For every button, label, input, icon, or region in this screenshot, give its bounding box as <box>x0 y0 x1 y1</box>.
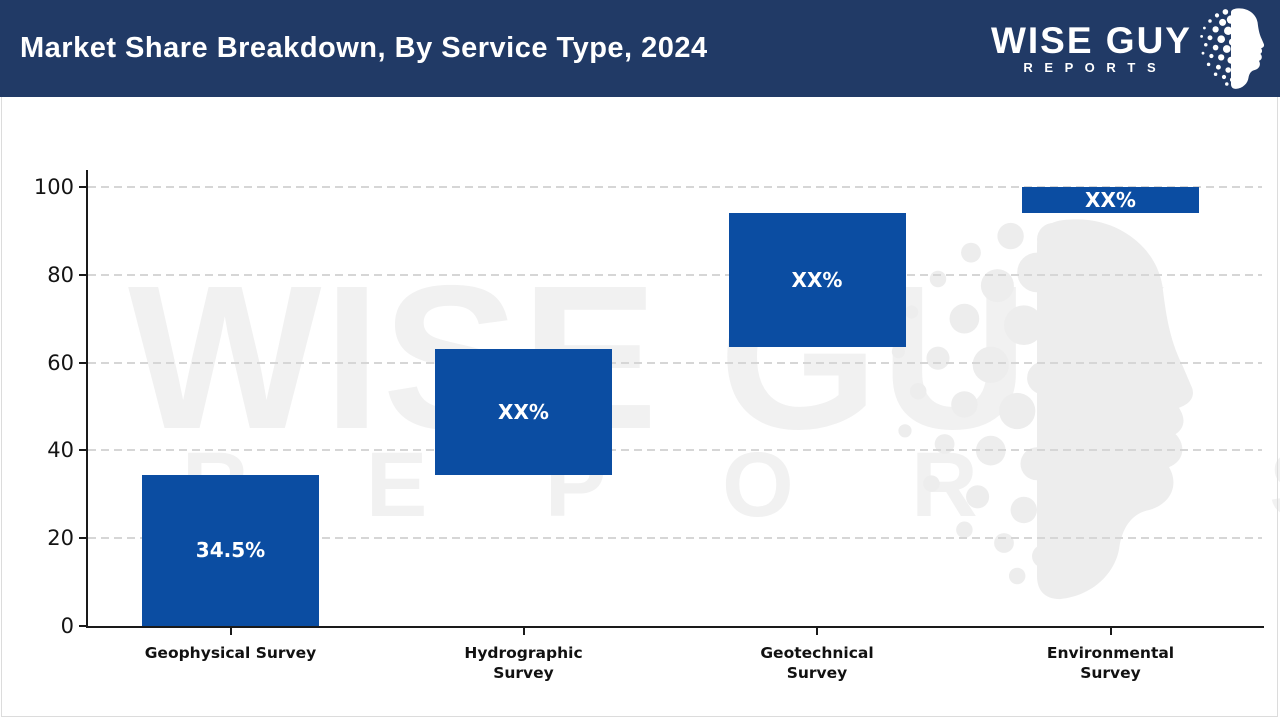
category-label-geophysical-survey: Geophysical Survey <box>144 644 317 662</box>
wiseguy-logo: WISE GUY R E P O R T S <box>991 7 1266 90</box>
watermark: WISE GUY R E P O R T S <box>0 97 1280 720</box>
y-tick-mark <box>79 186 86 188</box>
page-title: Market Share Breakdown, By Service Type,… <box>20 32 708 64</box>
bar-value-label: XX% <box>1085 188 1136 213</box>
logo-wordmark: WISE GUY <box>990 19 1192 61</box>
bar-value-label: 34.5% <box>195 538 266 563</box>
x-tick-mark <box>1109 628 1112 635</box>
y-tick-label: 20 <box>47 526 74 551</box>
bar-value-label: XX% <box>791 268 843 293</box>
x-tick-mark <box>522 628 525 635</box>
wiseguy-logo-text: WISE GUY R E P O R T S <box>990 19 1192 76</box>
y-tick-mark <box>79 625 86 627</box>
y-tick-mark <box>79 449 86 452</box>
x-tick-mark <box>229 628 232 635</box>
y-tick-mark <box>79 537 86 540</box>
chart-canvas: WISE GUY R E P O R T S 0 20 40 60 80 100 34.5%… <box>0 97 1280 720</box>
wiseguy-face-icon <box>1196 7 1266 90</box>
category-label-hydrographic-survey: Hydrographic Survey <box>464 644 583 682</box>
y-tick-mark <box>79 361 86 364</box>
y-tick-label: 100 <box>33 175 74 199</box>
y-tick-label: 40 <box>47 438 74 463</box>
bar-hydrographic-survey <box>435 349 612 475</box>
category-label-environmental-survey: Environmental Survey <box>1046 644 1175 682</box>
gridline <box>88 361 1262 364</box>
bar-geotechnical-survey <box>728 213 906 348</box>
y-tick-label: 80 <box>47 262 74 287</box>
x-tick-mark <box>816 628 818 635</box>
category-label-geotechnical-survey: Geotechnical Survey <box>760 644 874 682</box>
y-axis <box>86 170 88 628</box>
y-tick-label: 60 <box>47 350 74 375</box>
bar-environmental-survey <box>1022 187 1199 214</box>
logo-subtext: R E P O R T S <box>1023 60 1160 76</box>
y-tick-label: 0 <box>60 614 74 638</box>
gridline <box>88 537 1262 540</box>
bar-geophysical-survey <box>142 474 319 626</box>
plot-area: 0 20 40 60 80 100 34.5% Geophysical Survey XX% Hy… <box>0 97 1280 720</box>
gridline <box>88 273 1262 276</box>
gridline <box>88 186 1262 188</box>
header: Market Share Breakdown, By Service Type,… <box>0 0 1280 97</box>
gridline <box>88 449 1262 452</box>
bar-value-label: XX% <box>498 399 549 424</box>
x-axis <box>86 626 1264 628</box>
y-tick-mark <box>79 273 86 276</box>
watermark-face-icon <box>872 213 1202 603</box>
